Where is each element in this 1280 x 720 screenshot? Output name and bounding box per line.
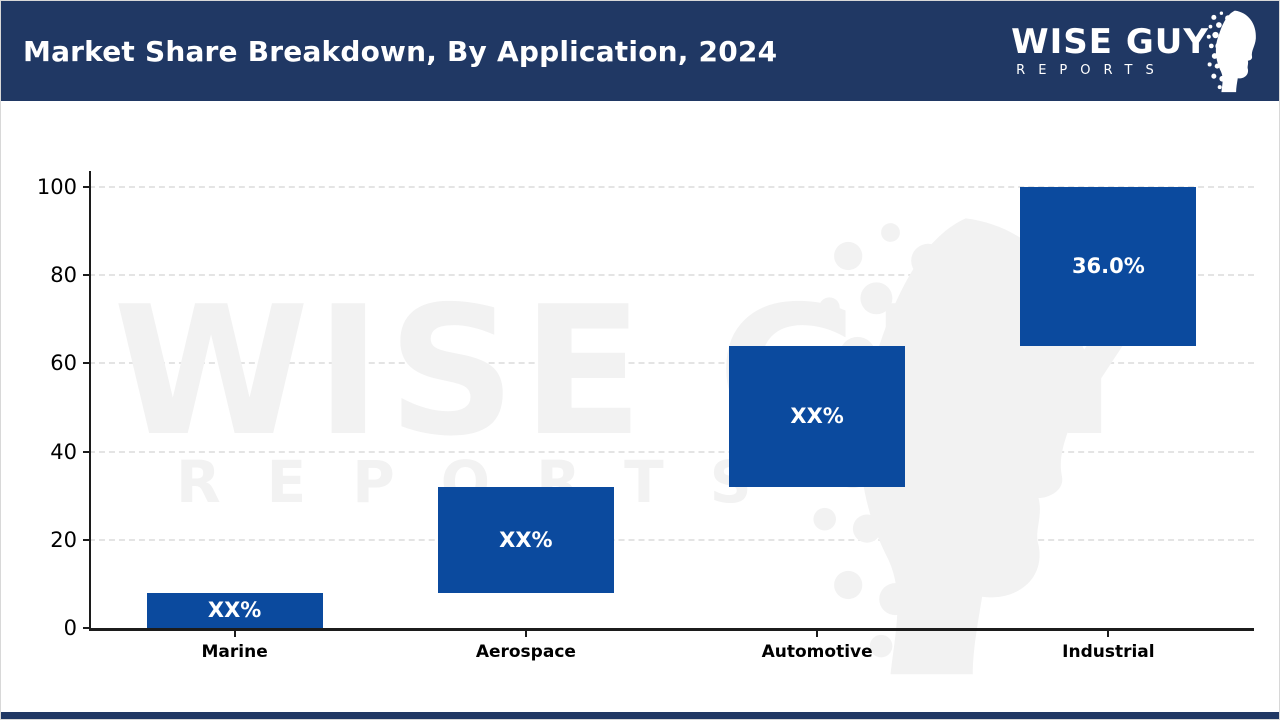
page-title: Market Share Breakdown, By Application, … xyxy=(23,34,778,68)
bar-value-label: 36.0% xyxy=(1071,254,1145,279)
logo-face-dots-icon xyxy=(1206,10,1256,93)
y-tick-label-40: 40 xyxy=(50,439,77,464)
x-tick-aerospace xyxy=(524,631,527,637)
y-tick-label-20: 20 xyxy=(50,527,77,552)
bar-segment-industrial: 36.0% xyxy=(1020,187,1197,346)
category-label-marine: Marine xyxy=(201,642,268,662)
x-tick-marine xyxy=(233,631,236,637)
y-tick-label-80: 80 xyxy=(50,263,77,288)
category-label-aerospace: Aerospace xyxy=(475,642,576,662)
category-label-automotive: Automotive xyxy=(761,642,873,662)
bar-segment-automotive: XX% xyxy=(729,345,906,487)
header-bar: Market Share Breakdown, By Application, … xyxy=(1,1,1279,101)
y-tick-80 xyxy=(83,274,89,277)
y-tick-0 xyxy=(83,627,89,629)
y-tick-40 xyxy=(83,450,89,453)
logo-text: WISE GUY REPORTS xyxy=(1011,24,1209,78)
gridline-y-20 xyxy=(89,538,1254,541)
gridline-y-100 xyxy=(89,186,1254,188)
category-label-industrial: Industrial xyxy=(1062,642,1155,662)
x-tick-industrial xyxy=(1107,631,1110,637)
bar-value-label: XX% xyxy=(499,527,553,552)
y-tick-60 xyxy=(83,362,89,365)
y-tick-label-100: 100 xyxy=(36,175,77,199)
logo-wordmark: WISE GUY xyxy=(1011,22,1209,62)
y-tick-100 xyxy=(83,186,89,188)
gridline-y-40 xyxy=(89,450,1254,453)
y-tick-label-60: 60 xyxy=(50,351,77,376)
y-tick-20 xyxy=(83,538,89,541)
gridline-y-80 xyxy=(89,274,1254,277)
footer-bar xyxy=(1,712,1279,719)
logo-subtitle: REPORTS xyxy=(1016,63,1167,78)
gridline-y-60 xyxy=(89,362,1254,365)
bar-value-label: XX% xyxy=(790,404,844,429)
x-tick-automotive xyxy=(816,631,819,637)
chart-area: WISE GUY REPORTS 0 20 40 60 80 100 XX% Marine XX… xyxy=(1,101,1279,714)
wise-guy-reports-logo: WISE GUY REPORTS xyxy=(1011,1,1279,101)
x-axis-line xyxy=(89,628,1254,631)
y-axis-line xyxy=(89,171,91,630)
bar-segment-aerospace: XX% xyxy=(437,486,614,593)
bar-value-label: XX% xyxy=(207,598,262,623)
y-tick-label-0: 0 xyxy=(63,616,77,640)
bar-segment-marine: XX% xyxy=(146,592,323,628)
